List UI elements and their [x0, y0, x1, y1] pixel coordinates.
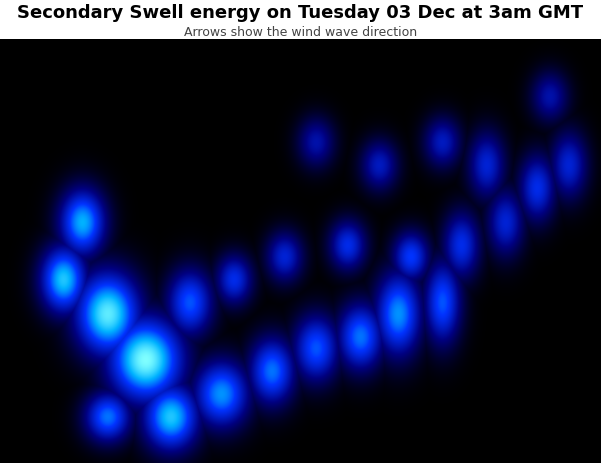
- Text: Secondary Swell energy on Tuesday 03 Dec at 3am GMT: Secondary Swell energy on Tuesday 03 Dec…: [17, 4, 584, 22]
- Text: Arrows show the wind wave direction: Arrows show the wind wave direction: [184, 26, 417, 39]
